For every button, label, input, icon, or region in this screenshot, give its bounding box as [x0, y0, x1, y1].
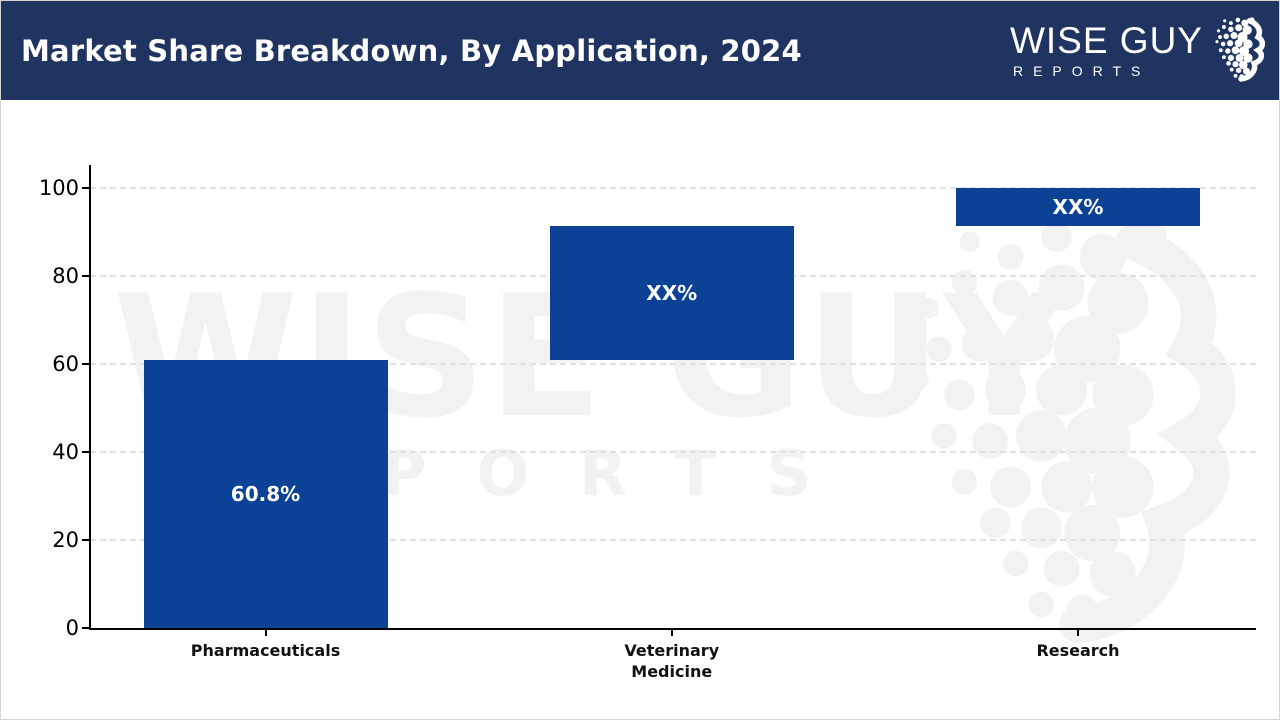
- y-axis-tick: [82, 362, 89, 365]
- y-axis-tick-label: 0: [65, 616, 79, 640]
- bar-research: XX%: [956, 187, 1200, 227]
- y-axis-line: [89, 165, 91, 630]
- bar-value-label: 60.8%: [230, 482, 301, 507]
- x-axis-category-label: Research: [1036, 641, 1120, 660]
- x-axis-category-label: Pharmaceuticals: [190, 641, 341, 660]
- header-bar: Market Share Breakdown, By Application, …: [1, 1, 1279, 100]
- gridline: [90, 538, 1256, 541]
- y-axis-tick: [82, 274, 89, 277]
- bar-veterinary-medicine: XX%: [549, 226, 794, 361]
- x-axis-tick: [1077, 628, 1079, 636]
- y-axis-tick-label: 60: [52, 351, 79, 376]
- wise-guy-reports-logo: WISE GUY REPORTS: [1010, 9, 1279, 93]
- bar-value-label: XX%: [1052, 195, 1104, 220]
- bar-pharmaceuticals: 60.8%: [143, 360, 388, 628]
- y-axis-tick: [82, 186, 89, 189]
- y-axis-tick-label: 20: [52, 527, 79, 552]
- logo-text: WISE GUY REPORTS: [1010, 22, 1203, 79]
- y-axis-tick: [82, 538, 89, 541]
- y-axis-tick: [82, 627, 89, 629]
- y-axis-tick: [82, 450, 89, 453]
- logo-wordmark: WISE GUY: [1009, 20, 1203, 61]
- gridline: [90, 450, 1256, 453]
- x-axis-line: [89, 628, 1256, 630]
- y-axis-tick-label: 100: [38, 175, 79, 200]
- x-axis-category-label: Veterinary Medicine: [624, 641, 720, 681]
- x-axis-tick: [264, 628, 267, 636]
- x-axis-tick: [670, 628, 673, 636]
- y-axis-tick-label: 40: [52, 439, 79, 464]
- gridline: [90, 186, 1256, 189]
- logo-subtext: REPORTS: [1012, 63, 1151, 79]
- gridline: [90, 362, 1256, 365]
- bar-value-label: XX%: [646, 281, 698, 306]
- y-axis-tick-label: 80: [52, 263, 79, 288]
- chart-title: Market Share Breakdown, By Application, …: [21, 33, 802, 68]
